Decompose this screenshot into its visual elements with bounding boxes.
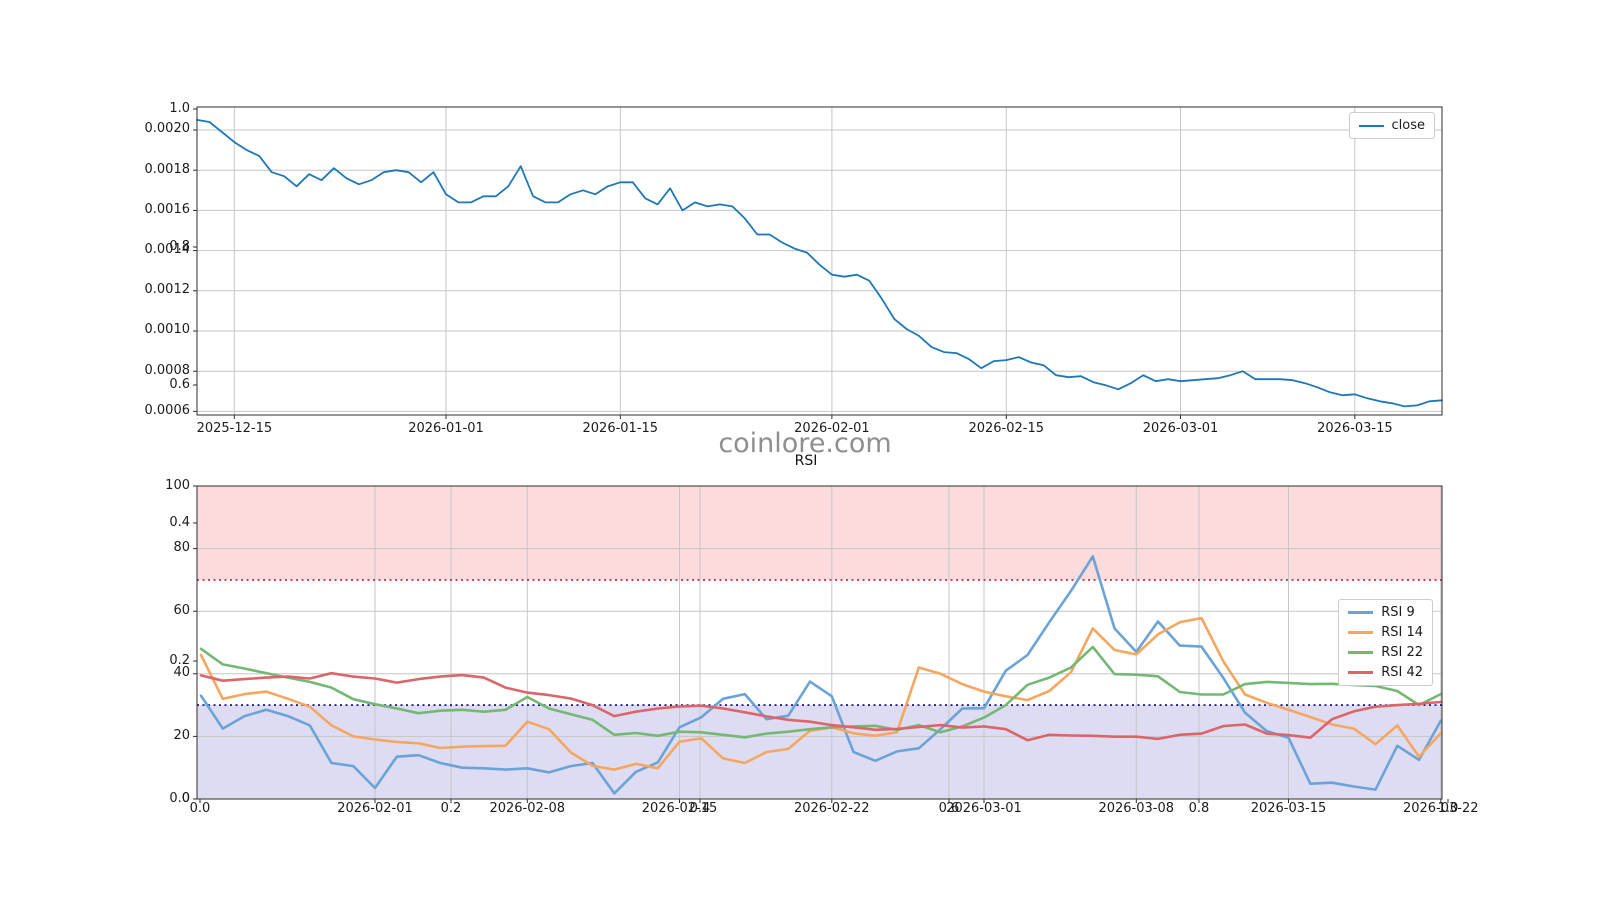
rsi-chart-title: RSI [794, 453, 818, 469]
legend-entry: RSI 9 [1348, 605, 1423, 620]
legend-line-sample [1358, 124, 1384, 127]
legend-entry: RSI 14 [1348, 625, 1423, 640]
watermark: coinlore.com [718, 428, 892, 459]
legend-entry: RSI 22 [1348, 645, 1423, 660]
legend-label: RSI 22 [1381, 645, 1423, 660]
legend-entry: close [1358, 118, 1425, 133]
legend-line-sample [1348, 651, 1374, 654]
legend-line-sample [1348, 671, 1374, 674]
legend-label: RSI 42 [1381, 665, 1423, 680]
legend-line-sample [1348, 631, 1374, 634]
legend-label: close [1391, 118, 1425, 133]
legend-line-sample [1348, 611, 1374, 614]
legend-close: close [1348, 112, 1435, 139]
legend-label: RSI 14 [1381, 625, 1423, 640]
legend-rsi: RSI 9 RSI 14 RSI 22 RSI 42 [1338, 599, 1433, 686]
legend-entry: RSI 42 [1348, 665, 1423, 680]
legend-label: RSI 9 [1381, 605, 1415, 620]
